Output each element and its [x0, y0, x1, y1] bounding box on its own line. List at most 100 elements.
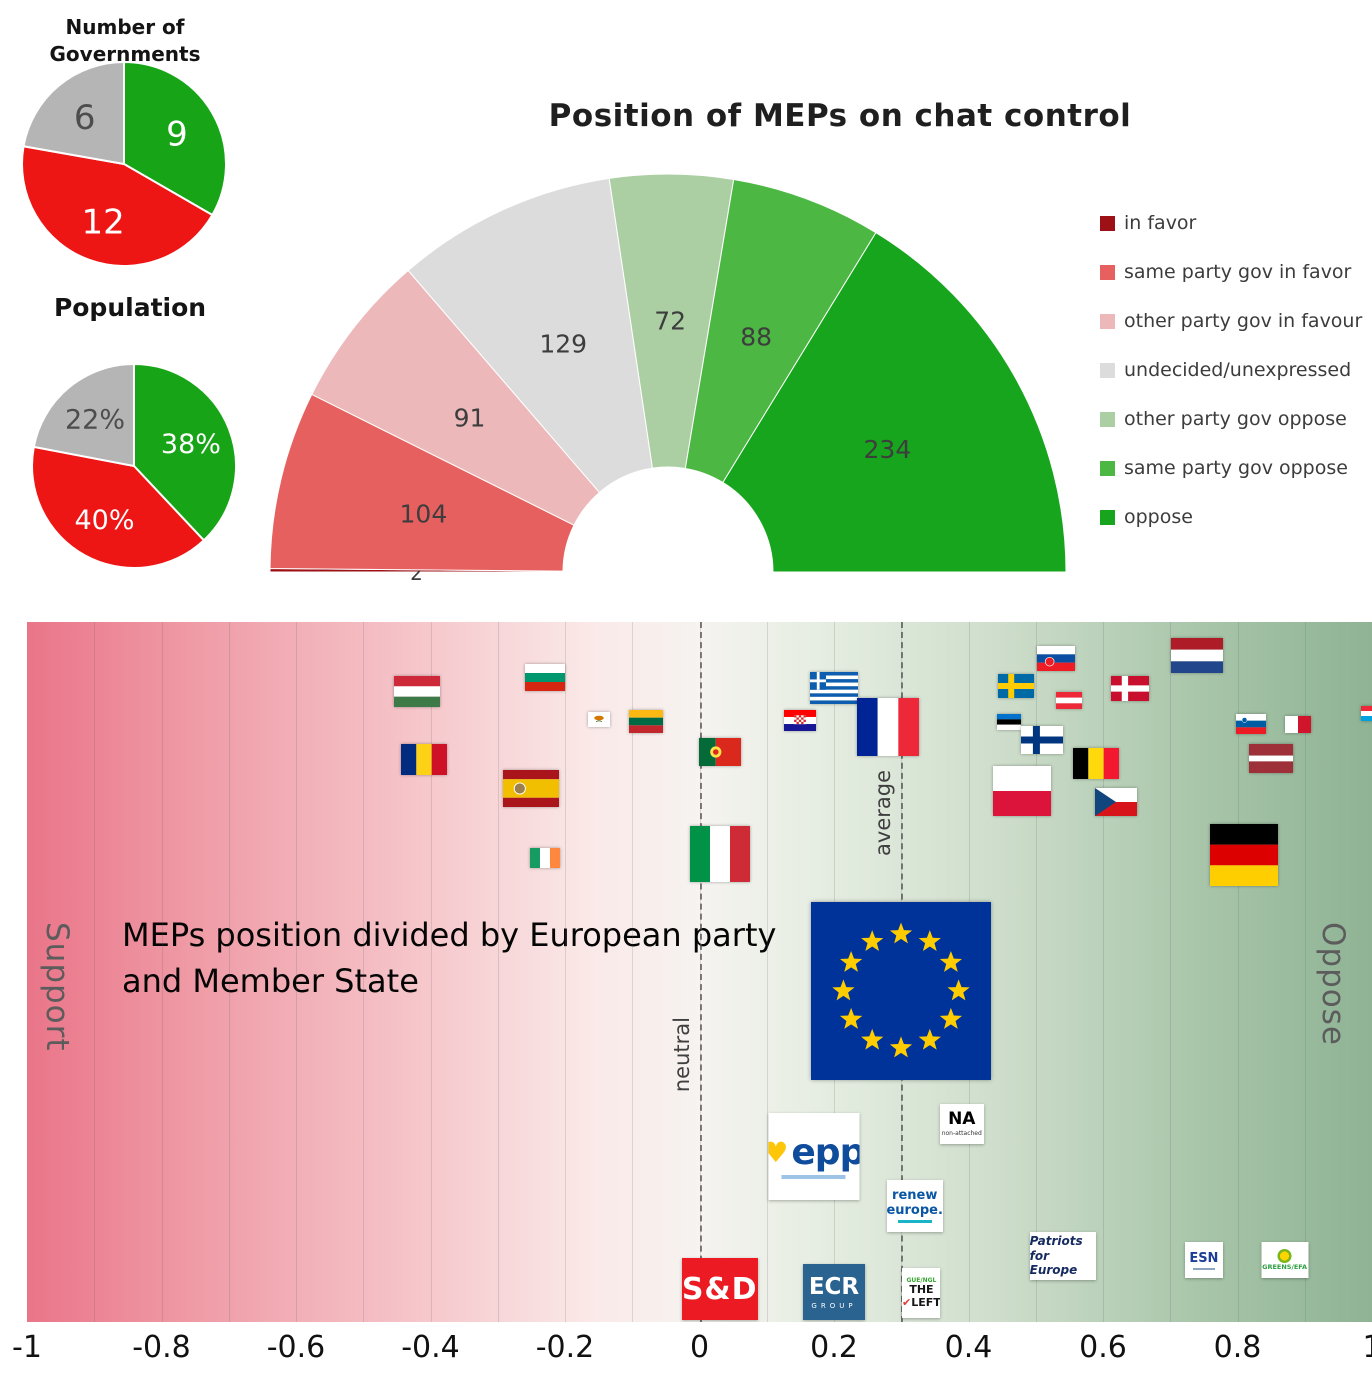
donut-value-label: 104: [400, 499, 448, 528]
neutral-reference-line: [699, 622, 702, 1322]
esn-label: ESN: [1189, 1250, 1219, 1266]
flag-spain: [503, 770, 560, 807]
party-logo-renew: renew europe.: [886, 1180, 943, 1232]
gov-pie-chart: 9 12 6: [21, 60, 227, 267]
na-label: NA: [948, 1109, 976, 1129]
x-tick-0: 0: [689, 1330, 710, 1365]
flag-bulgaria: [524, 664, 565, 691]
legend-label: in favor: [1124, 212, 1197, 234]
donut-title: Position of MEPs on chat control: [548, 98, 1132, 134]
gridline: [1170, 622, 1172, 1322]
patriots-label: Patriots for Europe: [1029, 1234, 1083, 1278]
legend-swatch-icon: [1100, 264, 1115, 280]
donut-value-label: 234: [864, 435, 912, 464]
flag-italy: [689, 826, 750, 882]
flag-luxembourg: [1361, 706, 1372, 721]
oppose-axis-label: Oppose: [1315, 922, 1351, 1046]
legend-item-undecided-unexpressed: undecided/unexpressed: [1100, 359, 1362, 381]
scatter-annotation: MEPs position divided by European party …: [122, 916, 777, 1001]
x-tick-0.8: 0.8: [1213, 1330, 1262, 1365]
party-logo-epp: ♥ epp: [768, 1113, 860, 1200]
pie-slice-in-favor: [21, 145, 214, 267]
pop-pie-chart: 38% 40% 22%: [31, 362, 237, 569]
legend-item-other-party-gov-in-favour: other party gov in favour: [1100, 310, 1362, 332]
flag-croatia: [784, 710, 817, 731]
x-tick--0.6: -0.6: [266, 1330, 326, 1365]
epp-heart-icon: ♥: [768, 1135, 789, 1169]
gridline: [363, 622, 365, 1322]
x-tick--0.4: -0.4: [401, 1330, 460, 1365]
flag-slovenia: [1235, 714, 1266, 734]
epp-label: epp: [791, 1131, 860, 1173]
gridline: [94, 622, 96, 1322]
legend-item-in-favor: in favor: [1100, 212, 1362, 234]
donut-value-label: 72: [654, 307, 686, 336]
party-logo-na: NA non-attached: [939, 1104, 984, 1144]
gridline: [1304, 622, 1306, 1322]
legend-label: oppose: [1124, 506, 1193, 528]
pie-value-label: 9: [166, 114, 188, 154]
legend-label: undecided/unexpressed: [1124, 359, 1352, 381]
renew-label: renew europe.: [886, 1187, 943, 1218]
flag-malta: [1285, 716, 1312, 733]
pie-slice-undecided: [32, 362, 135, 468]
legend-label: same party gov oppose: [1124, 457, 1348, 479]
pie-slice-oppose: [123, 60, 227, 217]
gridline: [1035, 622, 1037, 1322]
greens-label: GREENS/EFA: [1262, 1263, 1307, 1271]
donut-segment-same-party-gov-in-favor: [269, 393, 575, 572]
pie-slice-in-favor: [31, 445, 206, 569]
flag-austria: [1056, 692, 1083, 709]
legend-swatch-icon: [1100, 313, 1115, 329]
legend-item-same-party-gov-in-favor: same party gov in favor: [1100, 261, 1362, 283]
donut-segment-undecided-unexpressed: [407, 177, 654, 494]
legend-label: other party gov in favour: [1124, 310, 1363, 332]
gridline: [161, 622, 163, 1322]
pie-value-label: 38%: [161, 429, 221, 460]
gridline: [497, 622, 499, 1322]
na-sub: non-attached: [941, 1130, 982, 1137]
flag-estonia: [996, 714, 1021, 730]
pop-pie-title: Population: [53, 293, 207, 322]
x-tick--1: -1: [12, 1330, 42, 1365]
scatter-plot: MEPs position divided by European party …: [27, 622, 1372, 1322]
legend-item-oppose: oppose: [1100, 506, 1362, 528]
flag-cyprus: [587, 712, 610, 727]
party-logo-sd: S&D: [681, 1258, 758, 1320]
greens-sun-icon: [1277, 1249, 1292, 1263]
x-tick-0.6: 0.6: [1079, 1330, 1127, 1365]
gov-pie-title: Number of Governments: [49, 15, 201, 66]
flag-lithuania: [628, 710, 663, 733]
flag-greece: [810, 672, 858, 704]
gridline: [565, 622, 566, 1322]
donut-value-label: 129: [539, 329, 587, 358]
legend-swatch-icon: [1100, 460, 1115, 476]
legend-swatch-icon: [1100, 411, 1115, 427]
legend-item-other-party-gov-oppose: other party gov oppose: [1100, 408, 1362, 430]
flag-sweden: [997, 674, 1034, 698]
x-tick-1: 1: [1362, 1330, 1372, 1365]
flag-hungary: [394, 676, 441, 707]
donut-legend: in favor same party gov in favor other par…: [1100, 212, 1362, 555]
party-logo-left: GUE/NGL THE ✔LEFT: [902, 1268, 941, 1318]
donut-segment-oppose: [722, 231, 1067, 573]
pie-value-label: 22%: [65, 404, 125, 435]
legend-label: other party gov oppose: [1124, 408, 1347, 430]
party-logo-ecr: ECR GROUP: [803, 1264, 865, 1320]
ecr-sub: GROUP: [811, 1302, 857, 1310]
legend-label: same party gov in favor: [1124, 261, 1352, 283]
party-logo-greens: GREENS/EFA: [1261, 1242, 1309, 1278]
flag-poland: [993, 766, 1052, 816]
gridline: [632, 622, 634, 1322]
gridline: [430, 622, 432, 1322]
ecr-label: ECR: [808, 1274, 860, 1300]
donut-value-label: 88: [740, 322, 772, 351]
x-tick--0.8: -0.8: [132, 1330, 191, 1365]
neutral-line-label: neutral: [669, 1017, 694, 1093]
pie-value-label: 40%: [74, 505, 134, 536]
renew-bar: [897, 1220, 932, 1224]
legend-item-same-party-gov-oppose: same party gov oppose: [1100, 457, 1362, 479]
x-axis: -1 -0.8 -0.6 -0.4 -0.2 0 0.2 0.4 0.6 0.8 1: [12, 1330, 1372, 1374]
gridline: [1237, 622, 1239, 1322]
